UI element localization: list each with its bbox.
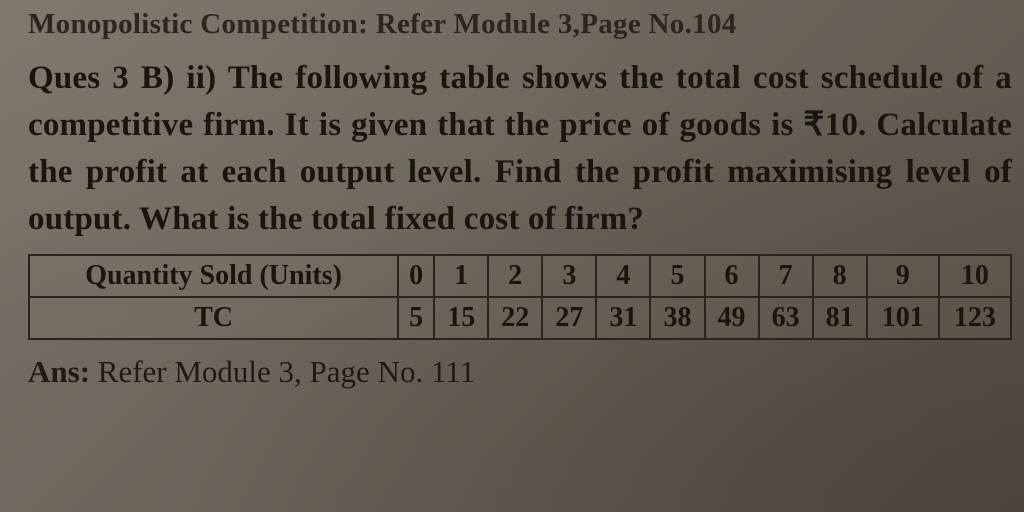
qty-cell: 10 xyxy=(939,255,1011,297)
qty-cell: 8 xyxy=(813,255,867,297)
qty-cell: 2 xyxy=(488,255,542,297)
tc-cell: 81 xyxy=(813,297,867,339)
tc-cell: 49 xyxy=(705,297,759,339)
qty-cell: 4 xyxy=(596,255,650,297)
qty-cell: 0 xyxy=(398,255,434,297)
tc-cell: 15 xyxy=(434,297,488,339)
qty-cell: 3 xyxy=(542,255,596,297)
qty-cell: 9 xyxy=(867,255,939,297)
qty-cell: 7 xyxy=(759,255,813,297)
answer-text: Refer Module 3, Page No. 111 xyxy=(90,354,475,389)
table-row: TC 5 15 22 27 31 38 49 63 81 101 123 xyxy=(29,297,1011,339)
qty-cell: 6 xyxy=(705,255,759,297)
tc-cell: 31 xyxy=(596,297,650,339)
tc-cell: 5 xyxy=(398,297,434,339)
answer-label: Ans: xyxy=(28,354,90,389)
tc-cell: 63 xyxy=(759,297,813,339)
table-row: Quantity Sold (Units) 0 1 2 3 4 5 6 7 8 … xyxy=(29,255,1011,297)
tc-cell: 38 xyxy=(650,297,704,339)
cost-table: Quantity Sold (Units) 0 1 2 3 4 5 6 7 8 … xyxy=(28,254,1012,340)
row-label-tc: TC xyxy=(29,297,398,339)
row-label-quantity: Quantity Sold (Units) xyxy=(29,255,398,297)
tc-cell: 27 xyxy=(542,297,596,339)
tc-cell: 101 xyxy=(867,297,939,339)
qty-cell: 5 xyxy=(650,255,704,297)
qty-cell: 1 xyxy=(434,255,488,297)
tc-cell: 22 xyxy=(488,297,542,339)
answer-line: Ans: Refer Module 3, Page No. 111 xyxy=(28,354,1012,390)
pretitle-text: Monopolistic Competition: Refer Module 3… xyxy=(28,8,1012,41)
cost-table-wrap: Quantity Sold (Units) 0 1 2 3 4 5 6 7 8 … xyxy=(28,254,1012,340)
tc-cell: 123 xyxy=(939,297,1011,339)
question-text: Ques 3 B) ii) The following table shows … xyxy=(28,55,1012,242)
